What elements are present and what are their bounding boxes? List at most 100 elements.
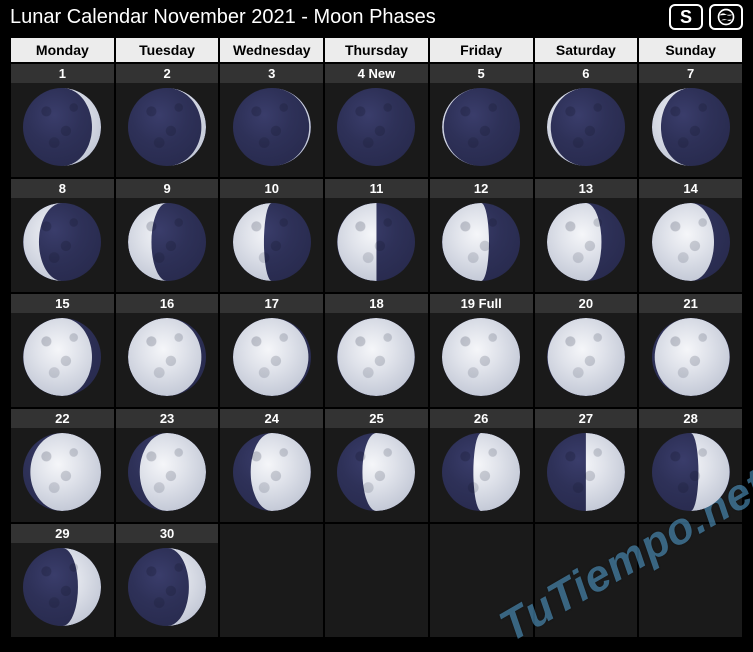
title-bar: Lunar Calendar November 2021 - Moon Phas…	[0, 0, 753, 36]
calendar-cell: 8	[11, 179, 114, 292]
calendar-cell: 2	[116, 64, 219, 177]
calendar-cell	[325, 524, 428, 637]
calendar-cell: 17	[220, 294, 323, 407]
moon-wrap	[325, 83, 428, 171]
calendar-cell	[639, 524, 742, 637]
day-label: 2	[116, 64, 219, 83]
moon-icon	[233, 433, 311, 511]
calendar-cell: 29	[11, 524, 114, 637]
moon-wrap	[325, 428, 428, 516]
calendar-row: 2930	[11, 524, 742, 637]
calendar-row: 1516171819 Full2021	[11, 294, 742, 407]
moon-icon	[547, 203, 625, 281]
day-label: 18	[325, 294, 428, 313]
moon-icon	[23, 88, 101, 166]
calendar-cell	[430, 524, 533, 637]
calendar-cell: 14	[639, 179, 742, 292]
calendar-cell	[220, 524, 323, 637]
calendar-row: 1234 New567	[11, 64, 742, 177]
day-label: 25	[325, 409, 428, 428]
moon-icon	[337, 433, 415, 511]
moon-icon	[128, 433, 206, 511]
moon-wrap	[116, 313, 219, 401]
calendar-cell: 19 Full	[430, 294, 533, 407]
calendar-table: MondayTuesdayWednesdayThursdayFridaySatu…	[9, 36, 744, 639]
weekday-header: Monday	[11, 38, 114, 62]
day-label: 5	[430, 64, 533, 83]
badge-group: S	[669, 4, 743, 30]
moon-icon	[23, 548, 101, 626]
weekday-header: Friday	[430, 38, 533, 62]
moon-icon	[442, 203, 520, 281]
calendar-row: 891011121314	[11, 179, 742, 292]
calendar-cell: 28	[639, 409, 742, 522]
moon-wrap	[116, 198, 219, 286]
calendar-cell: 12	[430, 179, 533, 292]
calendar-cell: 9	[116, 179, 219, 292]
calendar-cell: 24	[220, 409, 323, 522]
weekday-header-row: MondayTuesdayWednesdayThursdayFridaySatu…	[11, 38, 742, 62]
page-title: Lunar Calendar November 2021 - Moon Phas…	[10, 6, 436, 29]
moon-icon	[337, 318, 415, 396]
moon-wrap	[220, 428, 323, 516]
day-label: 23	[116, 409, 219, 428]
day-label: 21	[639, 294, 742, 313]
moon-wrap	[11, 543, 114, 631]
moon-icon	[23, 203, 101, 281]
calendar-cell: 6	[535, 64, 638, 177]
day-label: 7	[639, 64, 742, 83]
moon-wrap	[220, 83, 323, 171]
moon-wrap	[430, 428, 533, 516]
moon-icon	[547, 88, 625, 166]
moon-wrap	[325, 198, 428, 286]
moon-icon	[547, 318, 625, 396]
calendar-cell	[535, 524, 638, 637]
day-label: 16	[116, 294, 219, 313]
calendar-cell: 26	[430, 409, 533, 522]
day-label: 4 New	[325, 64, 428, 83]
moon-wrap	[11, 313, 114, 401]
day-label: 27	[535, 409, 638, 428]
moon-icon	[442, 88, 520, 166]
day-label: 29	[11, 524, 114, 543]
calendar-cell: 30	[116, 524, 219, 637]
moon-wrap	[639, 83, 742, 171]
day-label: 11	[325, 179, 428, 198]
calendar-cell: 13	[535, 179, 638, 292]
calendar-cell: 20	[535, 294, 638, 407]
moon-icon	[442, 318, 520, 396]
moon-wrap	[220, 198, 323, 286]
calendar-row: 22232425262728	[11, 409, 742, 522]
day-label: 19 Full	[430, 294, 533, 313]
day-label: 28	[639, 409, 742, 428]
moon-icon	[652, 203, 730, 281]
moon-wrap	[116, 428, 219, 516]
moon-wrap	[430, 198, 533, 286]
day-label: 3	[220, 64, 323, 83]
calendar-cell: 21	[639, 294, 742, 407]
moon-wrap	[11, 83, 114, 171]
moon-wrap	[220, 313, 323, 401]
moon-wrap	[535, 198, 638, 286]
moon-icon	[233, 318, 311, 396]
weekday-header: Wednesday	[220, 38, 323, 62]
moon-wrap	[430, 83, 533, 171]
moon-wrap	[116, 543, 219, 631]
day-label: 6	[535, 64, 638, 83]
moon-wrap	[639, 428, 742, 516]
day-label: 24	[220, 409, 323, 428]
hemisphere-badge: S	[669, 4, 703, 30]
moon-icon	[23, 433, 101, 511]
moon-icon	[128, 203, 206, 281]
day-label: 26	[430, 409, 533, 428]
moon-icon	[233, 203, 311, 281]
calendar-cell: 1	[11, 64, 114, 177]
moon-icon	[128, 88, 206, 166]
calendar-cell: 15	[11, 294, 114, 407]
moon-icon	[337, 203, 415, 281]
globe-icon	[709, 4, 743, 30]
day-label: 1	[11, 64, 114, 83]
moon-wrap	[325, 313, 428, 401]
calendar-cell: 3	[220, 64, 323, 177]
day-label: 17	[220, 294, 323, 313]
